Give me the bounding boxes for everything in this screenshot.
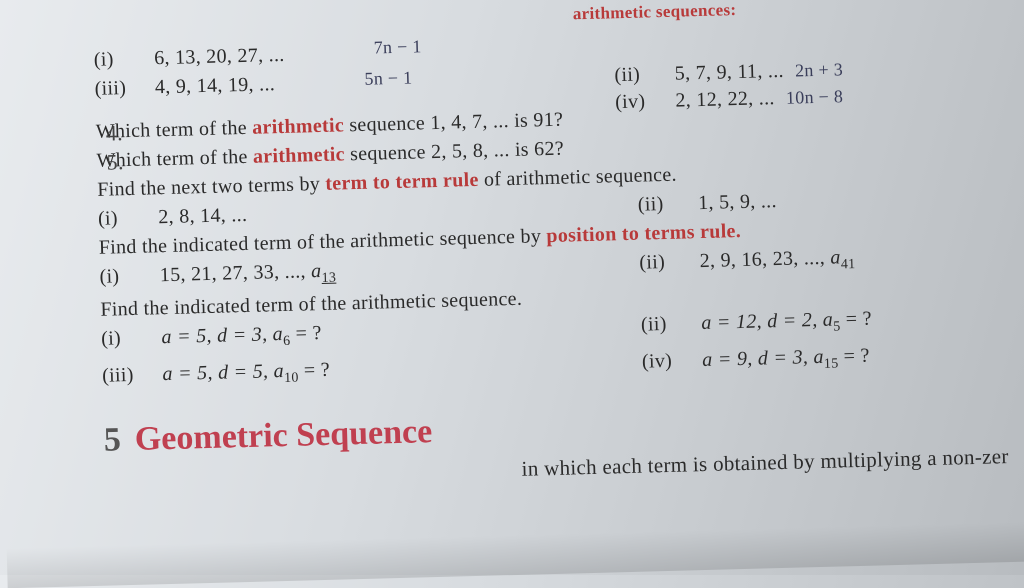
q4-number: 4. [105, 120, 123, 146]
seq-ii: 5, 7, 9, 11, ... [674, 60, 784, 85]
roman-i: (i) [94, 47, 150, 71]
q6-red: term to term rule [325, 169, 479, 195]
section-title: Geometric Sequence [134, 413, 432, 458]
seq-iii: 4, 9, 14, 19, ... [155, 73, 276, 98]
q8-eq-ii-a: a = 12, d = 2, a [701, 309, 833, 334]
q7-sub-ii: 41 [841, 257, 856, 272]
roman-ii: (ii) [614, 63, 670, 87]
q8-text: Find the indicated term of the arithmeti… [100, 288, 522, 321]
page-surface: arithmetic sequences: (i) 6, 13, 20, 27,… [32, 0, 1024, 520]
q8-eq-ii-b: = ? [840, 308, 872, 331]
section-number: 5 [103, 421, 121, 458]
q5-number: 5. [106, 149, 124, 175]
q7-roman-i: (i) [99, 264, 155, 288]
q7-text-a: Find the indicated term of the arithmeti… [99, 225, 547, 259]
q8-eq-i-a: a = 5, d = 3, a [161, 323, 283, 348]
header-fragment: arithmetic sequences: [573, 0, 737, 24]
q6-seq-i: 2, 8, 14, ... [158, 204, 247, 228]
q8-roman-iv: (iv) [642, 349, 698, 373]
q8-roman-ii: (ii) [641, 312, 697, 336]
q8-eq-iii-b: = ? [298, 359, 330, 382]
q7-term-i: a [311, 260, 322, 282]
q8-sub-iv: 15 [824, 356, 839, 371]
q7-roman-ii: (ii) [639, 250, 695, 274]
q6-roman-ii: (ii) [638, 192, 694, 216]
q8-eq-iii-a: a = 5, d = 5, a [162, 360, 284, 385]
q7-sub-i: 13 [321, 271, 336, 286]
q7-seq-i: 15, 21, 27, 33, ..., [160, 260, 312, 286]
q8-eq-iv-b: = ? [838, 345, 870, 368]
q6-seq-ii: 1, 5, 9, ... [698, 190, 777, 214]
handwriting-iii: 5n − 1 [364, 68, 412, 90]
q6-roman-i: (i) [98, 206, 154, 230]
roman-iii: (iii) [94, 76, 150, 100]
q8-roman-iii: (iii) [102, 363, 158, 387]
q4-text-b: sequence 1, 4, 7, ... is 91? [344, 109, 564, 137]
q6-text-b: of arithmetic sequence. [478, 164, 677, 191]
q8-eq-i-b: = ? [290, 322, 322, 345]
q4-red: arithmetic [252, 114, 344, 138]
q5-red: arithmetic [253, 143, 345, 167]
page-shadow [7, 522, 1024, 588]
q8-eq-iv-a: a = 9, d = 3, a [702, 346, 824, 371]
q7-term-ii: a [830, 246, 841, 268]
q7-seq-ii: 2, 9, 16, 23, ..., [699, 247, 830, 272]
q8-roman-i: (i) [101, 326, 157, 350]
q7-red: position to terms rule. [546, 220, 741, 247]
seq-i: 6, 13, 20, 27, ... [154, 44, 285, 69]
q5-text-b: sequence 2, 5, 8, ... is 62? [344, 138, 564, 166]
handwriting-i: 7n − 1 [373, 36, 421, 58]
handwriting-ii: 2n + 3 [795, 59, 843, 80]
q8-sub-iii: 10 [284, 371, 299, 386]
q6-text-a: Find the next two terms by [97, 173, 326, 201]
